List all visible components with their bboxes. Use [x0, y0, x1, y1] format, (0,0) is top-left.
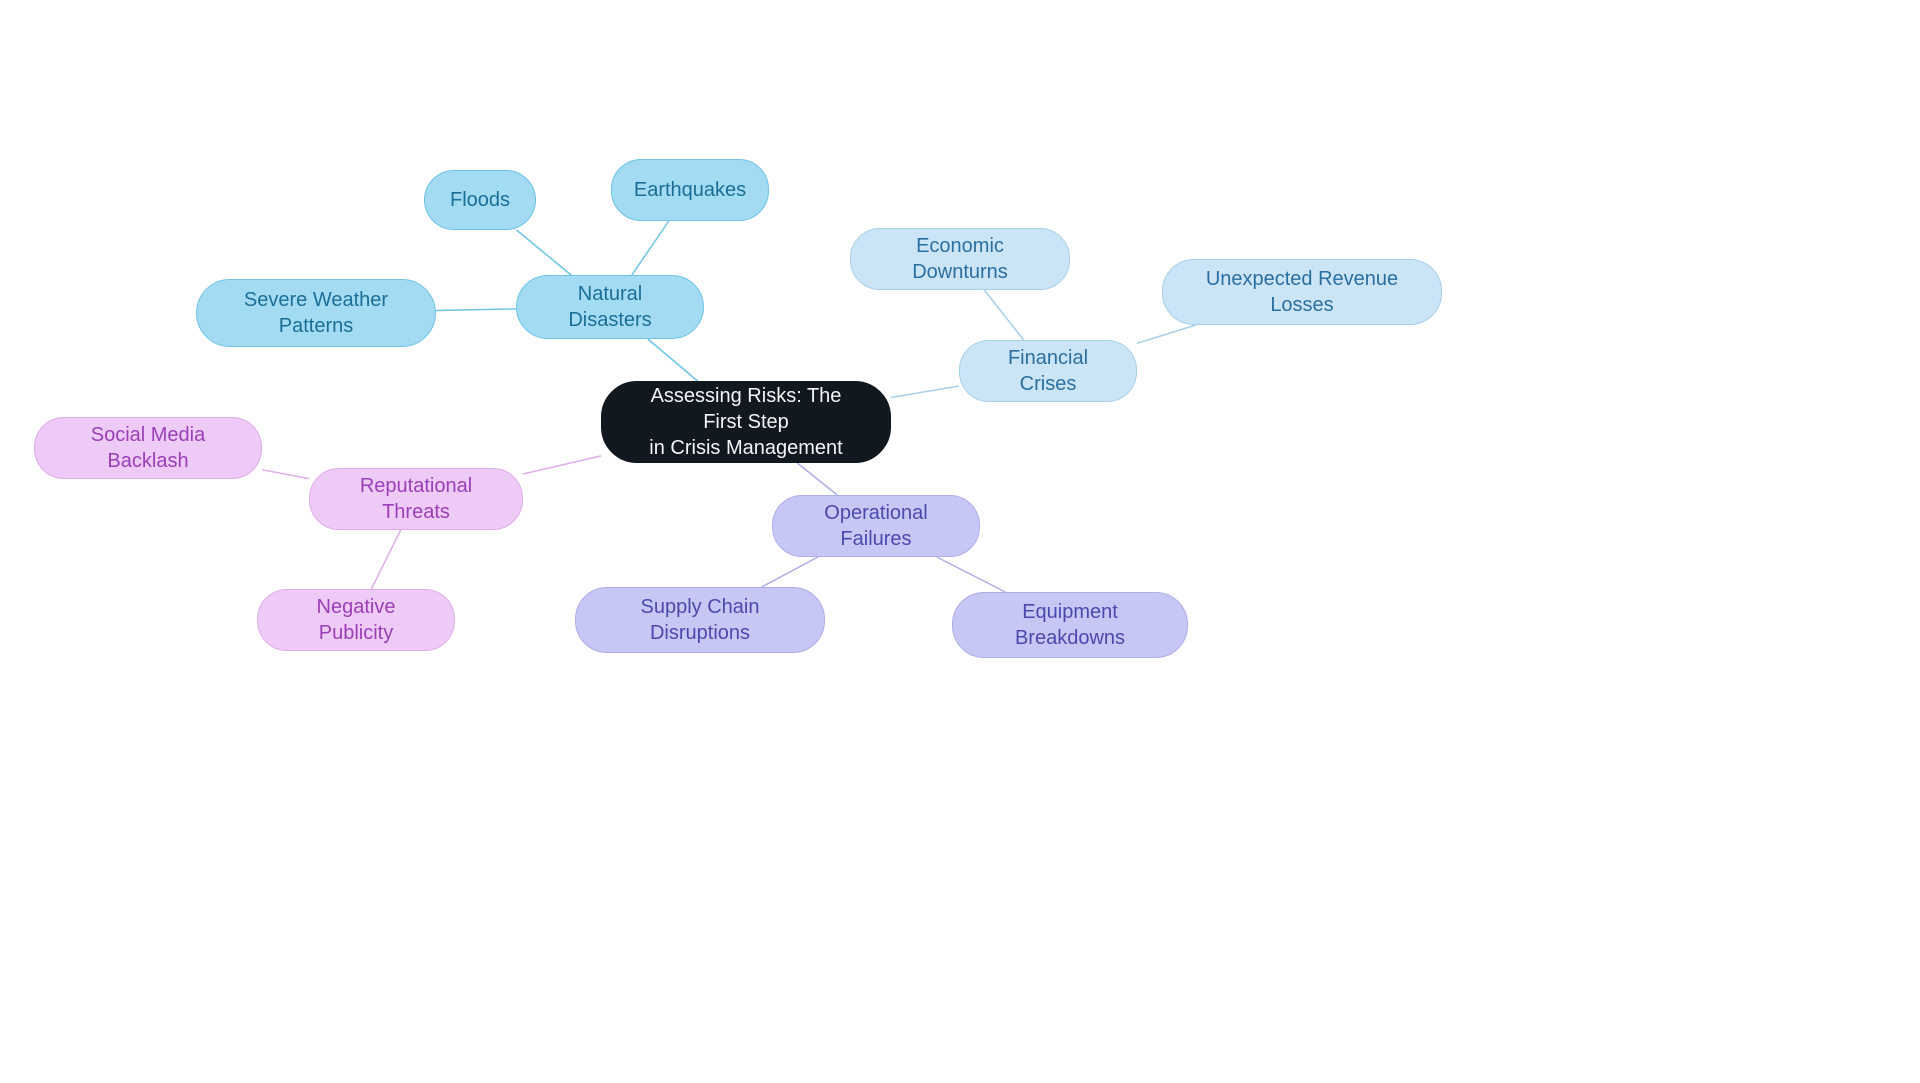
node-negative: Negative Publicity [257, 589, 455, 651]
node-root: Assessing Risks: The First Step in Crisi… [601, 381, 891, 463]
node-social: Social Media Backlash [34, 417, 262, 479]
edge-operational-supply [762, 557, 818, 587]
node-natural: Natural Disasters [516, 275, 704, 339]
node-floods: Floods [424, 170, 536, 230]
edge-root-operational [797, 463, 837, 495]
node-supply: Supply Chain Disruptions [575, 587, 825, 653]
node-weather: Severe Weather Patterns [196, 279, 436, 347]
edge-root-reputational [523, 456, 601, 474]
node-revenue: Unexpected Revenue Losses [1162, 259, 1442, 325]
node-earthquakes: Earthquakes [611, 159, 769, 221]
edge-operational-equipment [937, 557, 1006, 592]
node-operational: Operational Failures [772, 495, 980, 557]
node-reputational: Reputational Threats [309, 468, 523, 530]
edge-reputational-social [262, 470, 309, 479]
node-financial: Financial Crises [959, 340, 1137, 402]
edge-natural-floods [516, 230, 571, 275]
node-equipment: Equipment Breakdowns [952, 592, 1188, 658]
edge-reputational-negative [371, 530, 400, 589]
edge-root-financial [891, 386, 959, 397]
edge-financial-revenue [1137, 325, 1196, 343]
edge-natural-earthquakes [632, 221, 669, 275]
edge-natural-weather [436, 309, 516, 311]
edge-root-natural [648, 339, 698, 381]
edge-financial-economic [984, 290, 1023, 340]
node-economic: Economic Downturns [850, 228, 1070, 290]
